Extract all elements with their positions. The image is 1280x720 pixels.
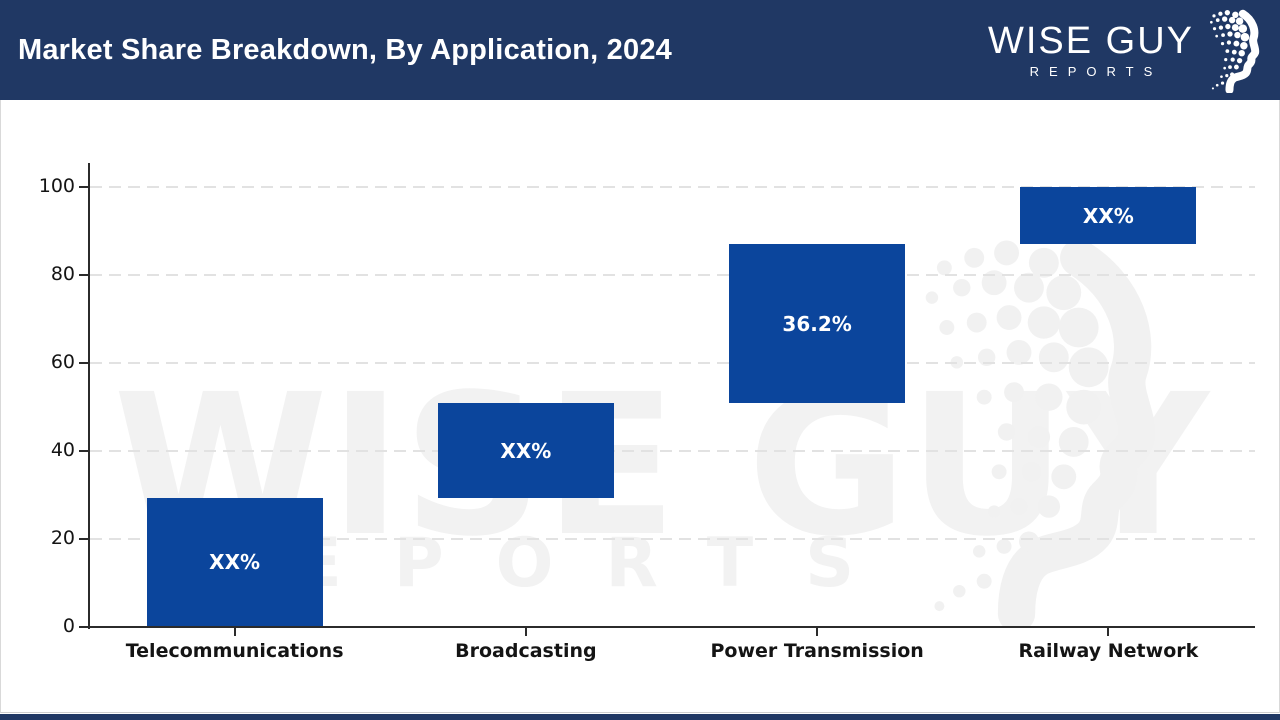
y-tick xyxy=(79,186,88,188)
y-tick xyxy=(79,450,88,452)
y-tick-label: 100 xyxy=(38,175,75,197)
bar-telecommunications: XX% xyxy=(146,497,323,627)
x-category-label: Telecommunications xyxy=(125,640,344,662)
chart-title: Market Share Breakdown, By Application, … xyxy=(18,33,672,66)
bar-value-label: XX% xyxy=(1082,203,1134,228)
logo-text: WISE GUY REPORTS xyxy=(988,22,1194,79)
y-gridline xyxy=(90,538,1255,540)
header-bar: Market Share Breakdown, By Application, … xyxy=(0,0,1280,100)
y-tick-label: 40 xyxy=(50,439,75,461)
bar-value-label: XX% xyxy=(209,550,261,575)
bar-value-label: XX% xyxy=(500,438,552,463)
logo-brand-name: WISE GUY xyxy=(987,19,1194,62)
footer-bar xyxy=(0,714,1280,720)
y-tick xyxy=(79,538,88,540)
x-tick xyxy=(1107,628,1110,636)
x-tick xyxy=(524,628,527,636)
y-axis xyxy=(88,163,90,629)
y-tick xyxy=(79,274,88,276)
bar-broadcasting: XX% xyxy=(437,403,614,498)
y-tick xyxy=(79,626,88,628)
x-tick xyxy=(816,628,819,636)
logo-brand-subtitle: REPORTS xyxy=(1029,63,1163,79)
y-gridline xyxy=(90,186,1255,188)
y-tick-label: 0 xyxy=(62,615,75,637)
x-axis xyxy=(88,626,1255,628)
x-category-label: Railway Network xyxy=(1018,640,1199,662)
x-tick xyxy=(233,628,236,636)
y-gridline xyxy=(90,450,1255,452)
bar-value-label: 36.2% xyxy=(782,311,852,336)
y-tick-label: 80 xyxy=(50,263,75,285)
bar-power-transmission: 36.2% xyxy=(729,244,906,404)
watermark-head-icon xyxy=(869,228,1169,626)
bar-railway-network: XX% xyxy=(1020,187,1197,245)
y-tick xyxy=(79,362,88,364)
y-gridline xyxy=(90,274,1255,276)
y-gridline xyxy=(90,362,1255,364)
y-tick-label: 20 xyxy=(50,527,75,549)
x-category-label: Broadcasting xyxy=(455,640,597,662)
y-tick-label: 60 xyxy=(50,351,75,373)
wise-guy-head-icon xyxy=(1198,7,1262,93)
x-category-label: Power Transmission xyxy=(710,640,924,662)
wise-guy-reports-logo: WISE GUY REPORTS xyxy=(988,7,1262,93)
